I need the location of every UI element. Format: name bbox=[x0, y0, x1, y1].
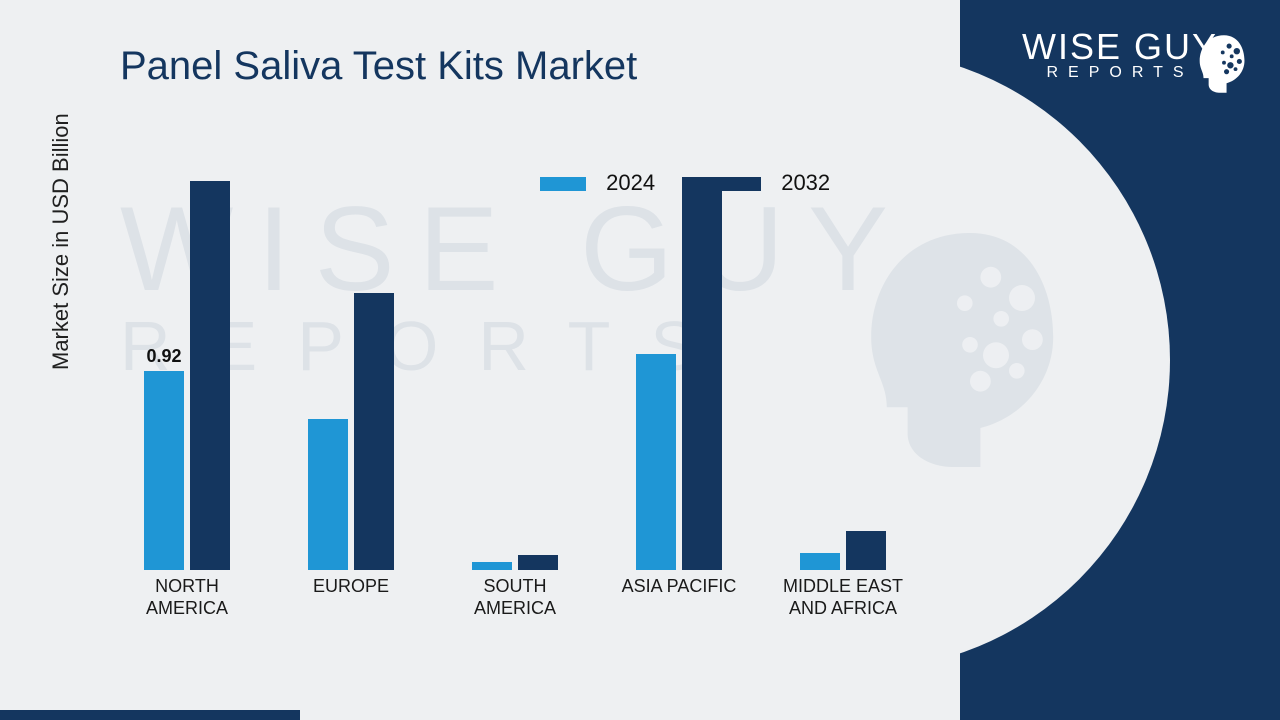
category-label: EUROPE bbox=[281, 570, 421, 598]
y-axis-label: Market Size in USD Billion bbox=[48, 113, 74, 370]
bar bbox=[354, 293, 394, 570]
bar bbox=[636, 354, 676, 570]
bar-group: EUROPE bbox=[308, 170, 394, 570]
chart-plot-area: 0.92NORTH AMERICA EUROPE SOUTH AMERICA ASIA… bbox=[100, 170, 920, 570]
category-label: SOUTH AMERICA bbox=[445, 570, 585, 619]
chart-title: Panel Saliva Test Kits Market bbox=[120, 44, 637, 89]
bar-group: ASIA PACIFIC bbox=[636, 170, 722, 570]
brand-logo: WISE GUY REPORTS bbox=[990, 26, 1250, 82]
bar bbox=[190, 181, 230, 570]
category-label: ASIA PACIFIC bbox=[609, 570, 749, 598]
bottom-accent-bar bbox=[0, 710, 300, 720]
bar-group: 0.92NORTH AMERICA bbox=[144, 170, 230, 570]
category-label: NORTH AMERICA bbox=[117, 570, 257, 619]
bar: 0.92 bbox=[144, 371, 184, 570]
category-label: MIDDLE EAST AND AFRICA bbox=[773, 570, 913, 619]
bar bbox=[308, 419, 348, 570]
bar bbox=[800, 553, 840, 570]
bar-group: MIDDLE EAST AND AFRICA bbox=[800, 170, 886, 570]
logo-head-icon bbox=[1192, 32, 1256, 96]
bar-value-label: 0.92 bbox=[146, 346, 181, 367]
bar bbox=[518, 555, 558, 570]
bar bbox=[472, 562, 512, 570]
bar bbox=[846, 531, 886, 570]
bar-group: SOUTH AMERICA bbox=[472, 170, 558, 570]
stage: WISE GUY REPORTS Panel Saliva Test Kits … bbox=[0, 0, 1280, 720]
bar bbox=[682, 177, 722, 571]
